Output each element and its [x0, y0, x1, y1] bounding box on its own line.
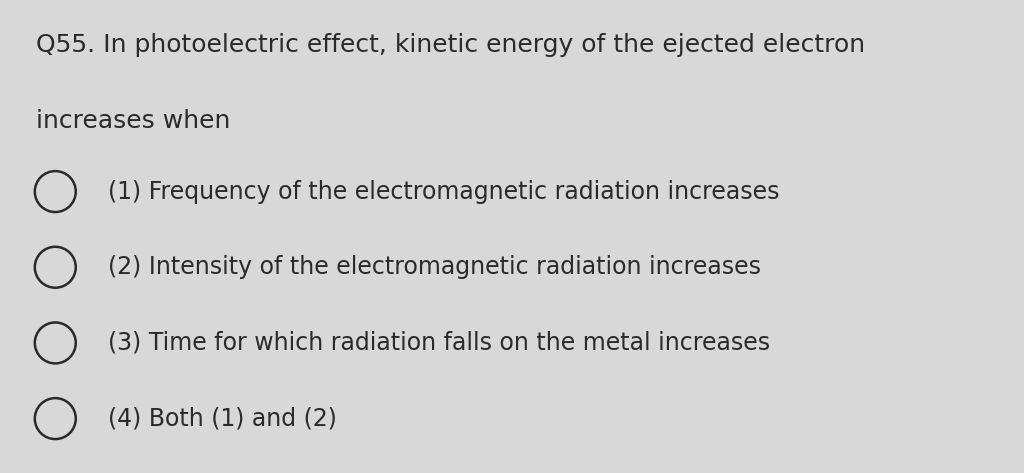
- Text: increases when: increases when: [36, 109, 230, 133]
- Text: (3) Time for which radiation falls on the metal increases: (3) Time for which radiation falls on th…: [108, 331, 770, 355]
- Text: Q55. In photoelectric effect, kinetic energy of the ejected electron: Q55. In photoelectric effect, kinetic en…: [36, 33, 865, 57]
- Text: (1) Frequency of the electromagnetic radiation increases: (1) Frequency of the electromagnetic rad…: [108, 180, 779, 203]
- Text: (4) Both (1) and (2): (4) Both (1) and (2): [108, 407, 337, 430]
- Text: (2) Intensity of the electromagnetic radiation increases: (2) Intensity of the electromagnetic rad…: [108, 255, 761, 279]
